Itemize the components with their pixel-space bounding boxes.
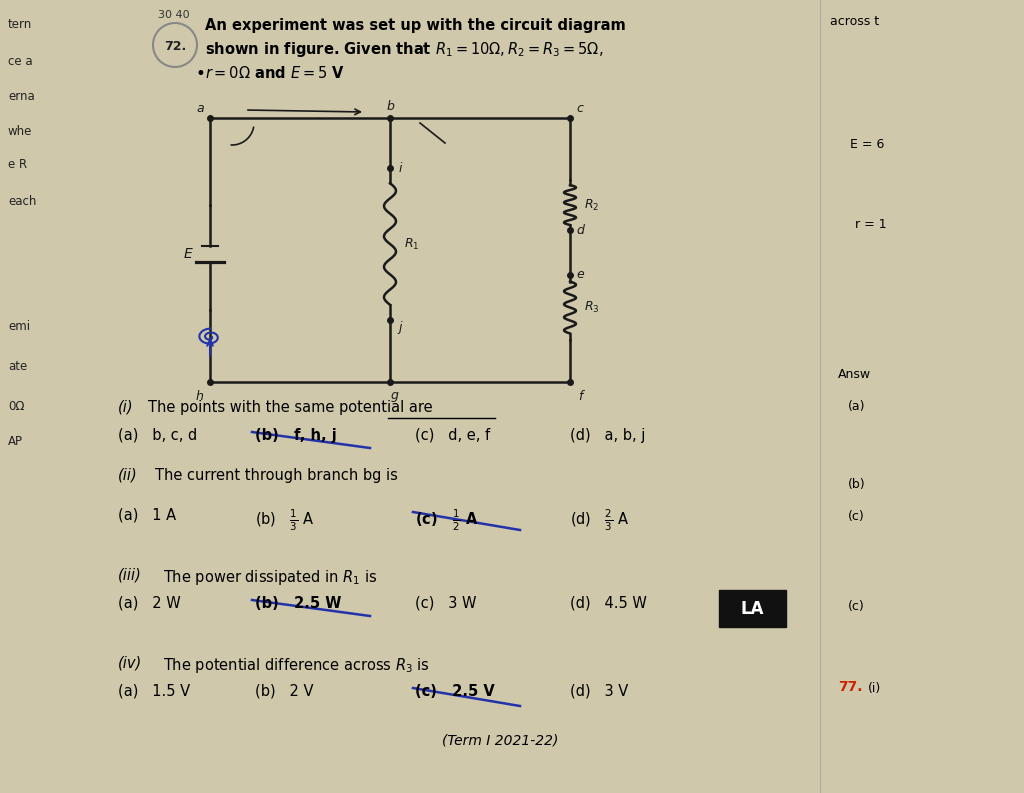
Text: (d)   3 V: (d) 3 V <box>570 684 629 699</box>
Text: j: j <box>398 321 401 335</box>
Text: 30 40: 30 40 <box>158 10 189 20</box>
Text: 0Ω: 0Ω <box>8 400 25 413</box>
Text: erna: erna <box>8 90 35 103</box>
Text: d: d <box>577 224 584 236</box>
Text: f: f <box>578 389 583 403</box>
Text: An experiment was set up with the circuit diagram: An experiment was set up with the circui… <box>205 18 626 33</box>
Text: (c)   2.5 V: (c) 2.5 V <box>415 684 495 699</box>
Text: AP: AP <box>8 435 23 448</box>
Text: (Term I 2021-22): (Term I 2021-22) <box>441 734 558 748</box>
Text: c: c <box>577 102 584 114</box>
Text: (c)   $\frac{1}{2}$ A: (c) $\frac{1}{2}$ A <box>415 508 479 534</box>
Text: emi: emi <box>8 320 30 333</box>
Text: shown in figure. Given that $R_1=10\Omega, R_2=R_3=5\Omega,$: shown in figure. Given that $R_1=10\Omeg… <box>205 40 603 59</box>
Text: (i): (i) <box>118 400 133 415</box>
Text: The power dissipated in $R_1$ is: The power dissipated in $R_1$ is <box>163 568 377 587</box>
FancyBboxPatch shape <box>719 590 786 627</box>
Text: (c)   3 W: (c) 3 W <box>415 596 476 611</box>
Text: The current through branch bg is: The current through branch bg is <box>155 468 398 483</box>
Text: (b): (b) <box>848 478 865 491</box>
Text: $r=0\Omega$ and $E=5$ V: $r=0\Omega$ and $E=5$ V <box>205 65 345 81</box>
Text: h: h <box>196 389 204 403</box>
Text: (d)   a, b, j: (d) a, b, j <box>570 428 645 443</box>
Text: (iii): (iii) <box>118 568 142 583</box>
Text: across t: across t <box>830 15 880 28</box>
Text: Answ: Answ <box>838 368 871 381</box>
Text: The potential difference across $R_3$ is: The potential difference across $R_3$ is <box>163 656 430 675</box>
Text: (c): (c) <box>848 600 864 613</box>
Text: (a)   2 W: (a) 2 W <box>118 596 181 611</box>
Text: (d)   4.5 W: (d) 4.5 W <box>570 596 647 611</box>
Text: (c)   d, e, f: (c) d, e, f <box>415 428 490 443</box>
Text: (a)   1.5 V: (a) 1.5 V <box>118 684 190 699</box>
Text: a: a <box>197 102 204 114</box>
Text: E: E <box>183 247 193 260</box>
Text: (c): (c) <box>848 510 864 523</box>
Text: •: • <box>195 65 205 83</box>
Text: The points with the same potential are: The points with the same potential are <box>148 400 432 415</box>
Text: e: e <box>577 269 584 282</box>
Text: $R_3$: $R_3$ <box>584 300 600 315</box>
Text: (d)   $\frac{2}{3}$ A: (d) $\frac{2}{3}$ A <box>570 508 630 534</box>
Text: (a): (a) <box>848 400 865 413</box>
Text: ate: ate <box>8 360 28 373</box>
Text: (a)   1 A: (a) 1 A <box>118 508 176 523</box>
Text: (b)   f, h, j: (b) f, h, j <box>255 428 337 443</box>
Text: LA: LA <box>740 600 764 618</box>
Text: ce a: ce a <box>8 55 33 68</box>
Text: b: b <box>386 99 394 113</box>
Text: (i): (i) <box>868 682 882 695</box>
Text: (iv): (iv) <box>118 656 142 671</box>
Text: E = 6: E = 6 <box>850 138 885 151</box>
Text: whe: whe <box>8 125 33 138</box>
Text: tern: tern <box>8 18 32 31</box>
Text: 77.: 77. <box>838 680 862 694</box>
Text: each: each <box>8 195 37 208</box>
Text: e R: e R <box>8 158 27 171</box>
Text: (ii): (ii) <box>118 468 138 483</box>
Text: $R_1$: $R_1$ <box>404 236 420 251</box>
Text: i: i <box>398 162 401 174</box>
Text: (a)   b, c, d: (a) b, c, d <box>118 428 198 443</box>
Text: (b)   $\frac{1}{3}$ A: (b) $\frac{1}{3}$ A <box>255 508 314 534</box>
Text: 72.: 72. <box>164 40 186 52</box>
Text: r = 1: r = 1 <box>855 218 887 231</box>
Text: g: g <box>391 389 399 403</box>
Text: (b)   2.5 W: (b) 2.5 W <box>255 596 341 611</box>
Text: $R_2$: $R_2$ <box>584 197 599 213</box>
Text: (b)   2 V: (b) 2 V <box>255 684 313 699</box>
